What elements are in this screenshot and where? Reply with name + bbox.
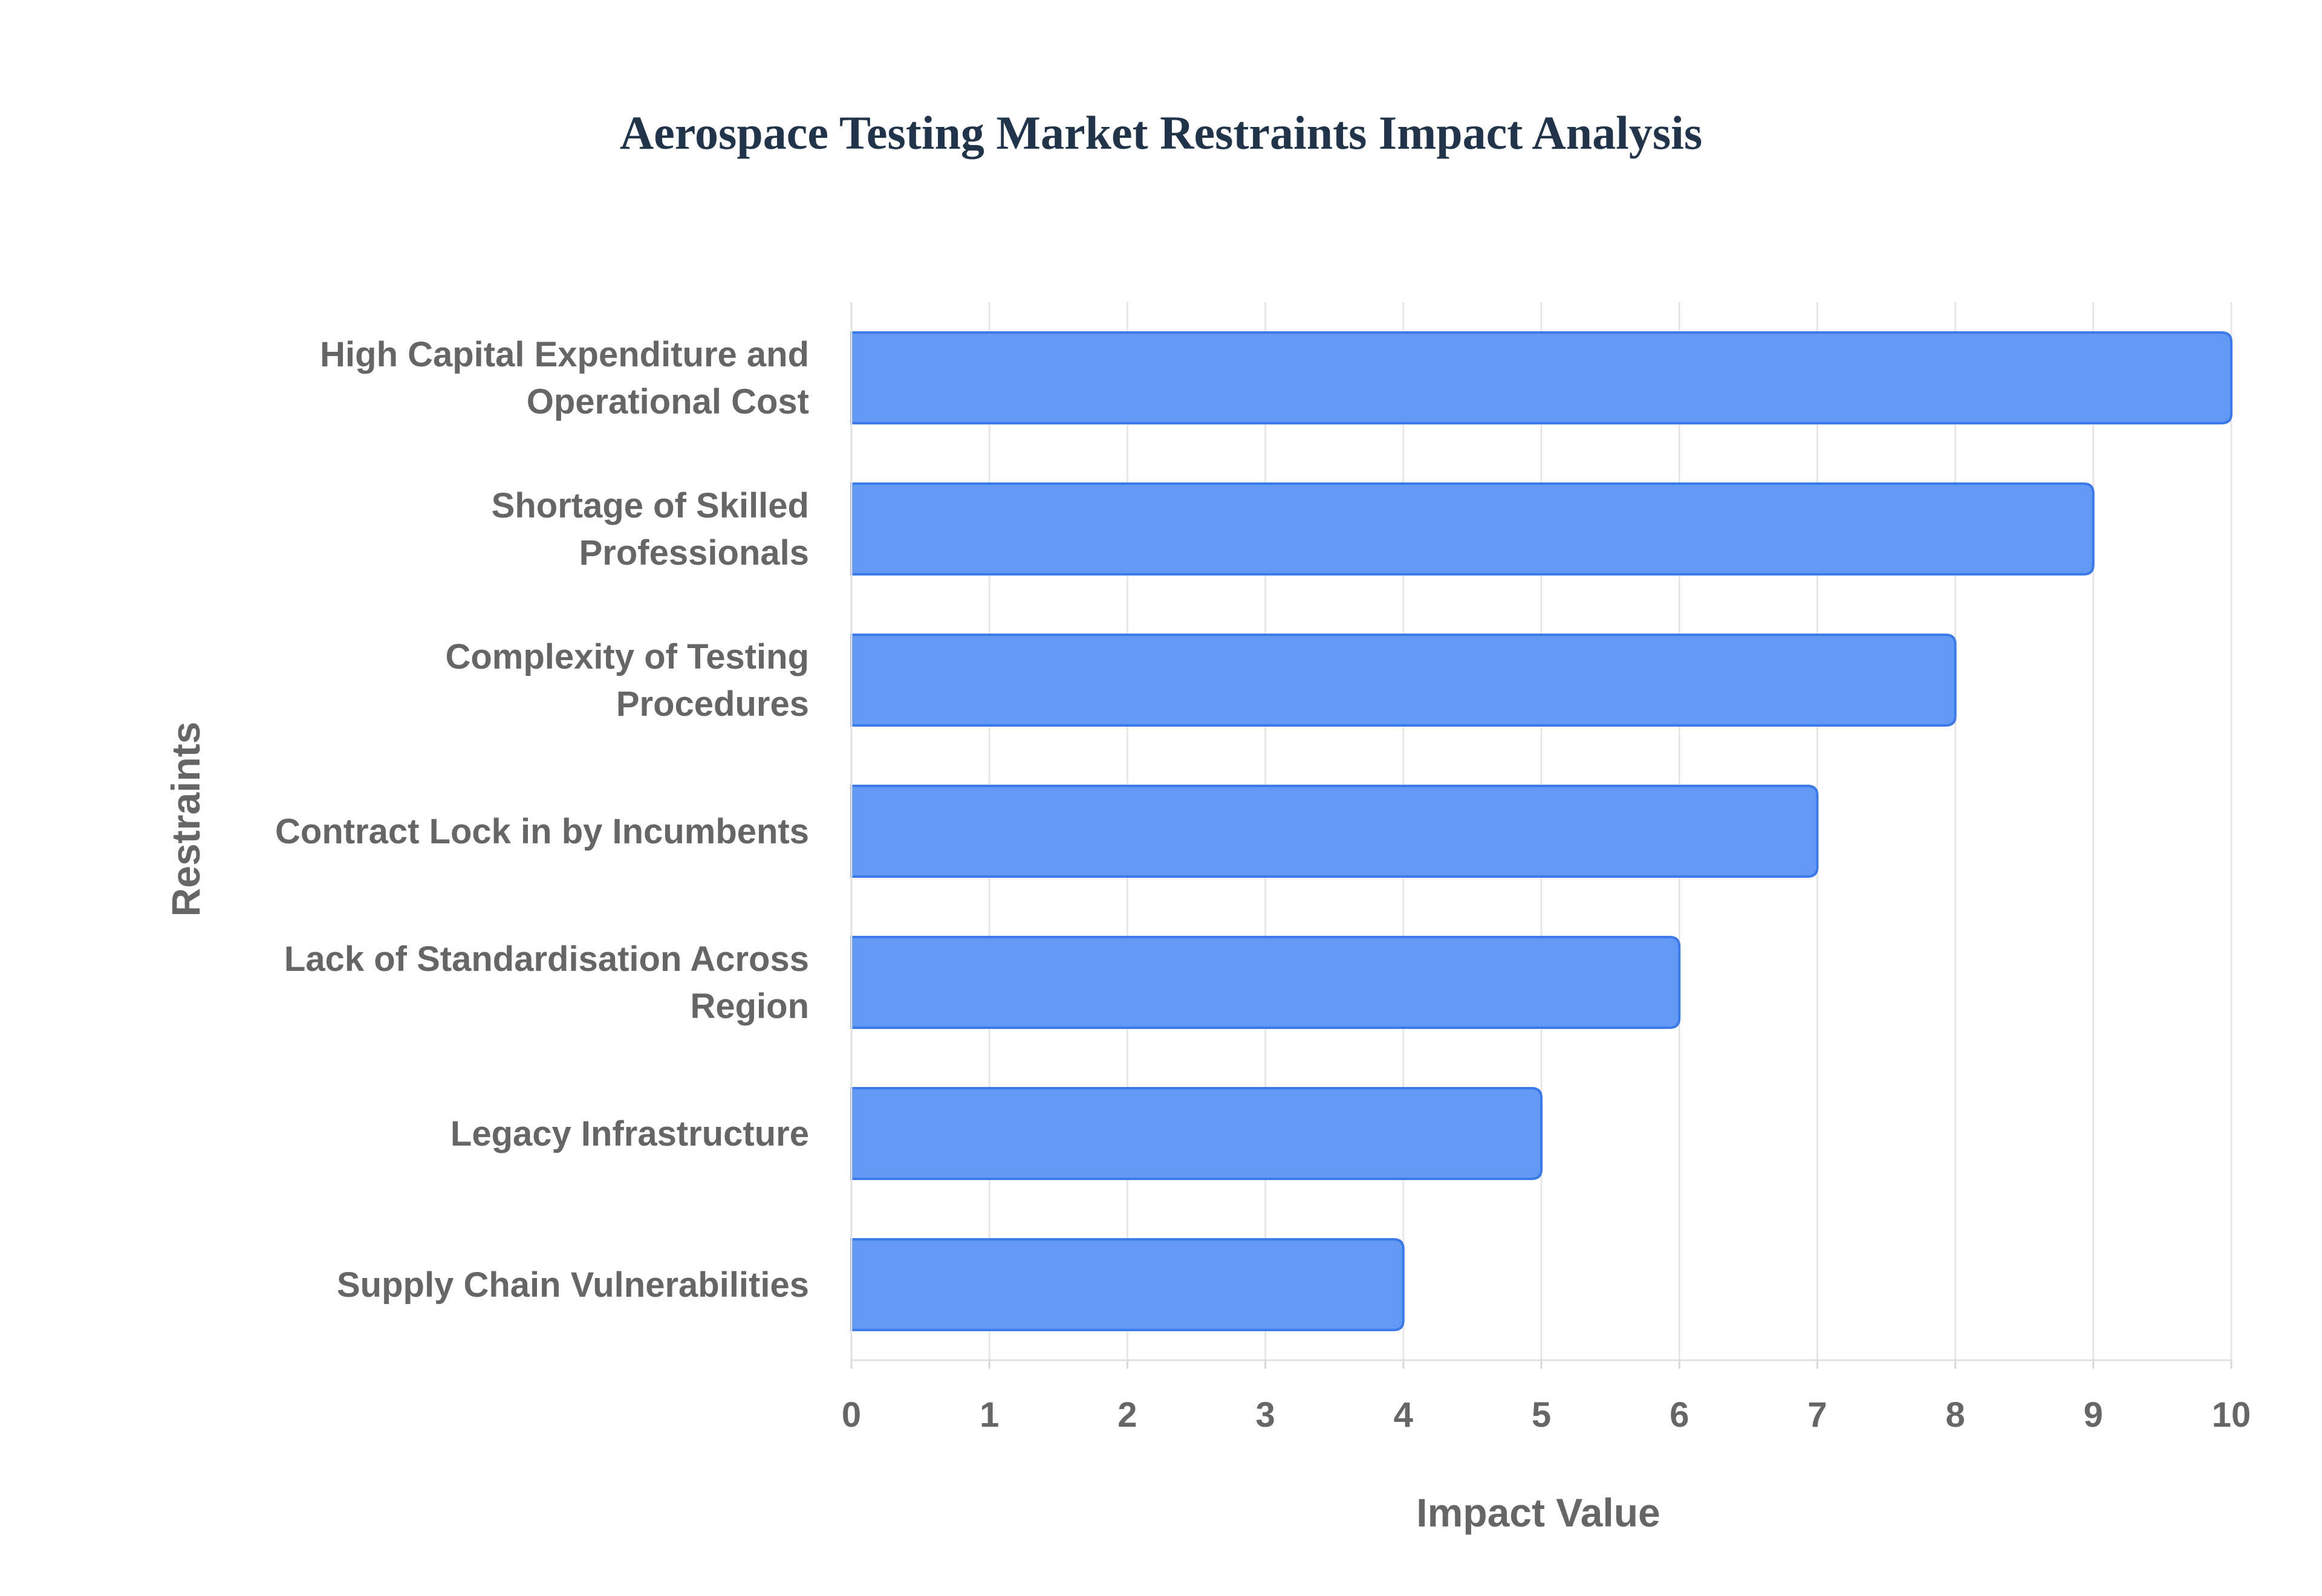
- bar: [850, 1238, 1405, 1331]
- x-tick-label: 3: [1255, 1395, 1275, 1435]
- x-tick-label: 4: [1394, 1395, 1413, 1435]
- bars: [850, 331, 2233, 1331]
- bar: [850, 482, 2095, 576]
- category-label: High Capital Expenditure and: [320, 335, 809, 374]
- category-label: Region: [690, 987, 809, 1026]
- bar: [850, 785, 1819, 878]
- x-tick-label: 0: [842, 1395, 861, 1435]
- category-label: Supply Chain Vulnerabilities: [337, 1265, 809, 1305]
- x-axis-title: Impact Value: [1416, 1490, 1660, 1535]
- category-label: Legacy Infrastructure: [450, 1114, 809, 1153]
- x-tick-labels: 0 1 2 3 4 5 6 7 8 9 10: [842, 1395, 2251, 1435]
- category-label: Procedures: [616, 684, 809, 724]
- x-tick-label: 8: [1945, 1395, 1965, 1435]
- bar: [850, 634, 1957, 727]
- category-label: Contract Lock in by Incumbents: [275, 812, 809, 851]
- category-label: Shortage of Skilled: [492, 486, 809, 525]
- bar: [850, 936, 1681, 1029]
- category-label: Lack of Standardisation Across: [284, 939, 809, 979]
- category-label: Professionals: [579, 533, 809, 573]
- x-tick-label: 1: [980, 1395, 999, 1435]
- category-label: Operational Cost: [527, 382, 809, 421]
- x-tick-label: 6: [1670, 1395, 1689, 1435]
- x-tick-label: 5: [1532, 1395, 1551, 1435]
- bar: [850, 331, 2233, 424]
- x-tick-label: 10: [2212, 1395, 2251, 1435]
- axes: [850, 302, 2233, 1369]
- bar: [850, 1087, 1543, 1180]
- category-label: Complexity of Testing: [445, 637, 809, 676]
- y-axis-title: Restraints: [163, 722, 208, 917]
- category-labels: High Capital Expenditure and Operational …: [275, 335, 809, 1305]
- chart-title: Aerospace Testing Market Restraints Impa…: [619, 106, 1703, 159]
- x-tick-label: 9: [2084, 1395, 2103, 1435]
- x-tick-label: 2: [1117, 1395, 1137, 1435]
- x-tick-label: 7: [1807, 1395, 1827, 1435]
